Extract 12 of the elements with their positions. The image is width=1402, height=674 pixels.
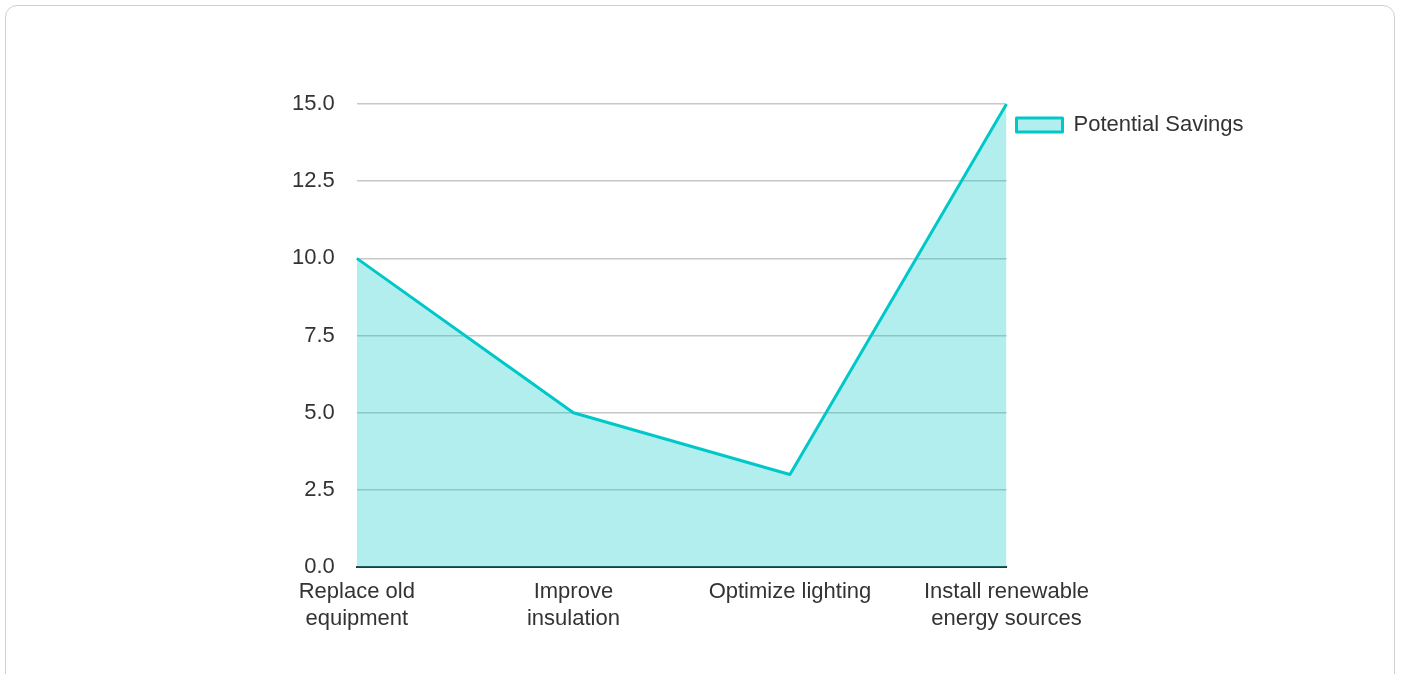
y-tick-label: 10.0 xyxy=(291,244,335,270)
y-tick-label: 15.0 xyxy=(291,90,335,116)
y-tick-label: 5.0 xyxy=(304,398,335,424)
y-tick-label: 2.5 xyxy=(304,476,335,502)
x-tick-label: Improve insulation xyxy=(526,578,620,630)
y-tick-label: 12.5 xyxy=(291,167,335,193)
y-tick-label: 0.0 xyxy=(304,553,335,579)
legend-label: Potential Savings xyxy=(1073,111,1244,137)
x-tick-label: Optimize lighting xyxy=(708,578,872,604)
y-tick-label: 7.5 xyxy=(304,321,335,347)
x-tick-label: Install renewable energy sources xyxy=(923,578,1090,630)
x-tick-label: Replace old equipment xyxy=(298,578,415,630)
